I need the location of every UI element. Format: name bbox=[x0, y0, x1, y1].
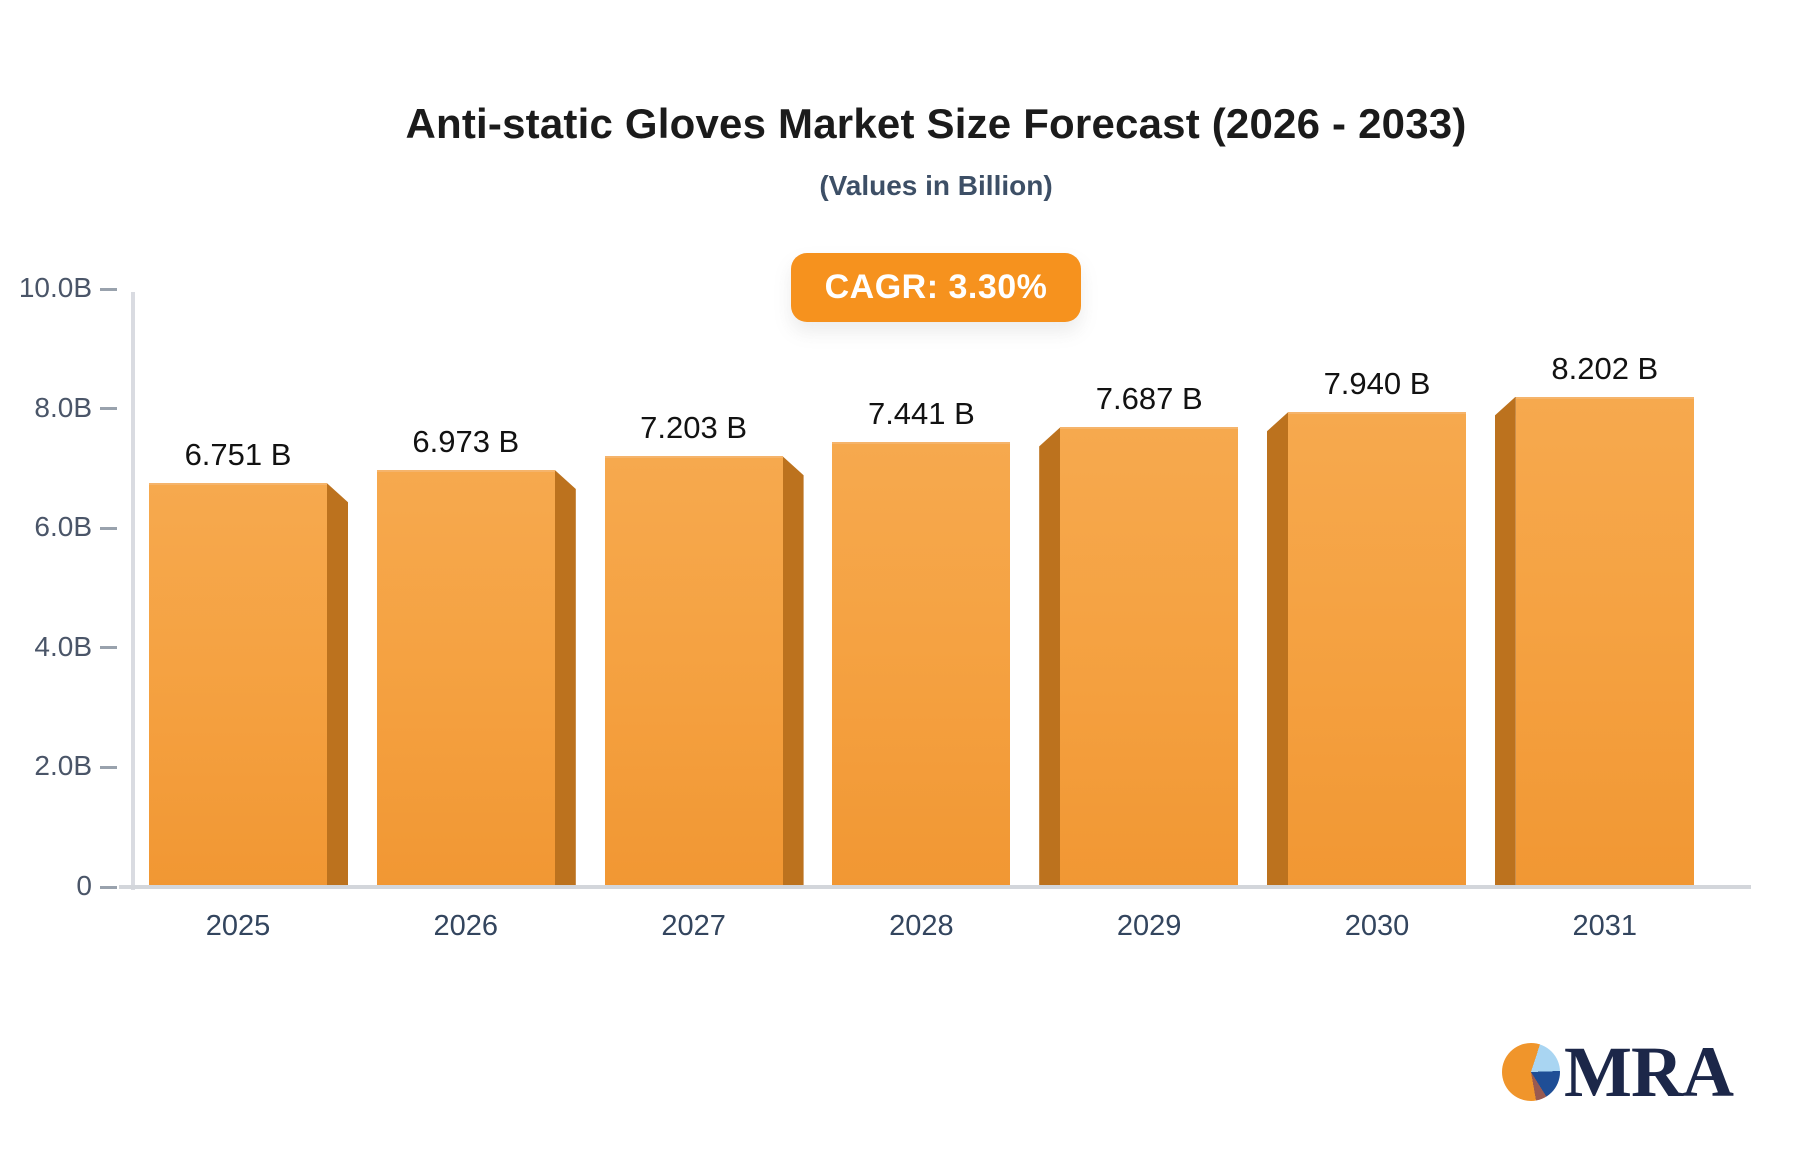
bar-group-2029 bbox=[1039, 427, 1239, 888]
y-tick-label: 0 bbox=[76, 870, 92, 901]
x-tick-label: 2031 bbox=[1572, 910, 1638, 942]
y-tick-dash bbox=[100, 287, 117, 291]
chart-title: Anti-static Gloves Market Size Forecast … bbox=[405, 100, 1467, 147]
x-tick-label: 2029 bbox=[1116, 910, 1182, 942]
y-tick-dash bbox=[100, 885, 117, 889]
logo-pie-icon bbox=[1502, 1043, 1560, 1101]
x-tick-label: 2025 bbox=[205, 910, 271, 942]
bar-face bbox=[604, 456, 783, 888]
logo-text: MRA bbox=[1564, 1032, 1734, 1112]
cagr-badge: CAGR: 3.30% bbox=[790, 253, 1082, 322]
x-tick-label: 2026 bbox=[433, 910, 499, 942]
bar-value-label: 6.751 B bbox=[184, 437, 292, 473]
x-tick-label: 2027 bbox=[661, 910, 726, 942]
x-tick-label: 2030 bbox=[1344, 910, 1410, 942]
bar-face bbox=[832, 442, 1011, 888]
y-tick-dash bbox=[100, 526, 117, 530]
y-axis-line bbox=[131, 292, 135, 890]
bar-side bbox=[782, 456, 804, 888]
brand-logo: MRA bbox=[1502, 1032, 1734, 1112]
bar-face bbox=[376, 470, 555, 888]
y-tick-label: 2.0B bbox=[34, 750, 92, 782]
bar-face bbox=[149, 483, 327, 888]
bar-side bbox=[1267, 412, 1288, 888]
cagr-badge-row: CAGR: 3.30% bbox=[72, 253, 1800, 322]
y-tick-dash bbox=[100, 765, 117, 769]
bar-value-label: 7.441 B bbox=[867, 396, 975, 432]
bar-face bbox=[1060, 427, 1239, 888]
bar-value-label: 8.202 B bbox=[1551, 350, 1659, 386]
y-tick-label: 6.0B bbox=[34, 511, 92, 543]
bar-group-2030 bbox=[1267, 412, 1466, 888]
bar-group-2025 bbox=[149, 483, 348, 888]
bar-group-2026 bbox=[376, 470, 576, 888]
x-axis-baseline bbox=[119, 885, 1751, 889]
bar-side bbox=[1494, 396, 1516, 888]
bar-value-label: 6.973 B bbox=[412, 424, 520, 459]
x-tick-label: 2028 bbox=[889, 910, 954, 942]
bar-group-2028 bbox=[832, 442, 1011, 888]
bar-side bbox=[1039, 427, 1061, 888]
y-tick-dash bbox=[100, 646, 117, 650]
bar-face bbox=[1515, 396, 1694, 888]
y-tick-label: 8.0B bbox=[34, 391, 92, 423]
bar-value-label: 7.940 B bbox=[1323, 366, 1431, 402]
bar-value-label: 7.687 B bbox=[1095, 381, 1203, 417]
chart-subtitle: (Values in Billion) bbox=[819, 170, 1053, 201]
y-tick-dash bbox=[100, 407, 117, 411]
y-tick-label: 4.0B bbox=[34, 630, 92, 662]
bar-face bbox=[1288, 412, 1466, 888]
bar-side bbox=[554, 470, 576, 888]
bar-group-2031 bbox=[1494, 396, 1694, 888]
bar-side bbox=[327, 483, 348, 888]
y-tick-label: 10.0B bbox=[18, 272, 92, 303]
bar-value-label: 7.203 B bbox=[640, 410, 748, 446]
bar-group-2027 bbox=[604, 456, 804, 888]
